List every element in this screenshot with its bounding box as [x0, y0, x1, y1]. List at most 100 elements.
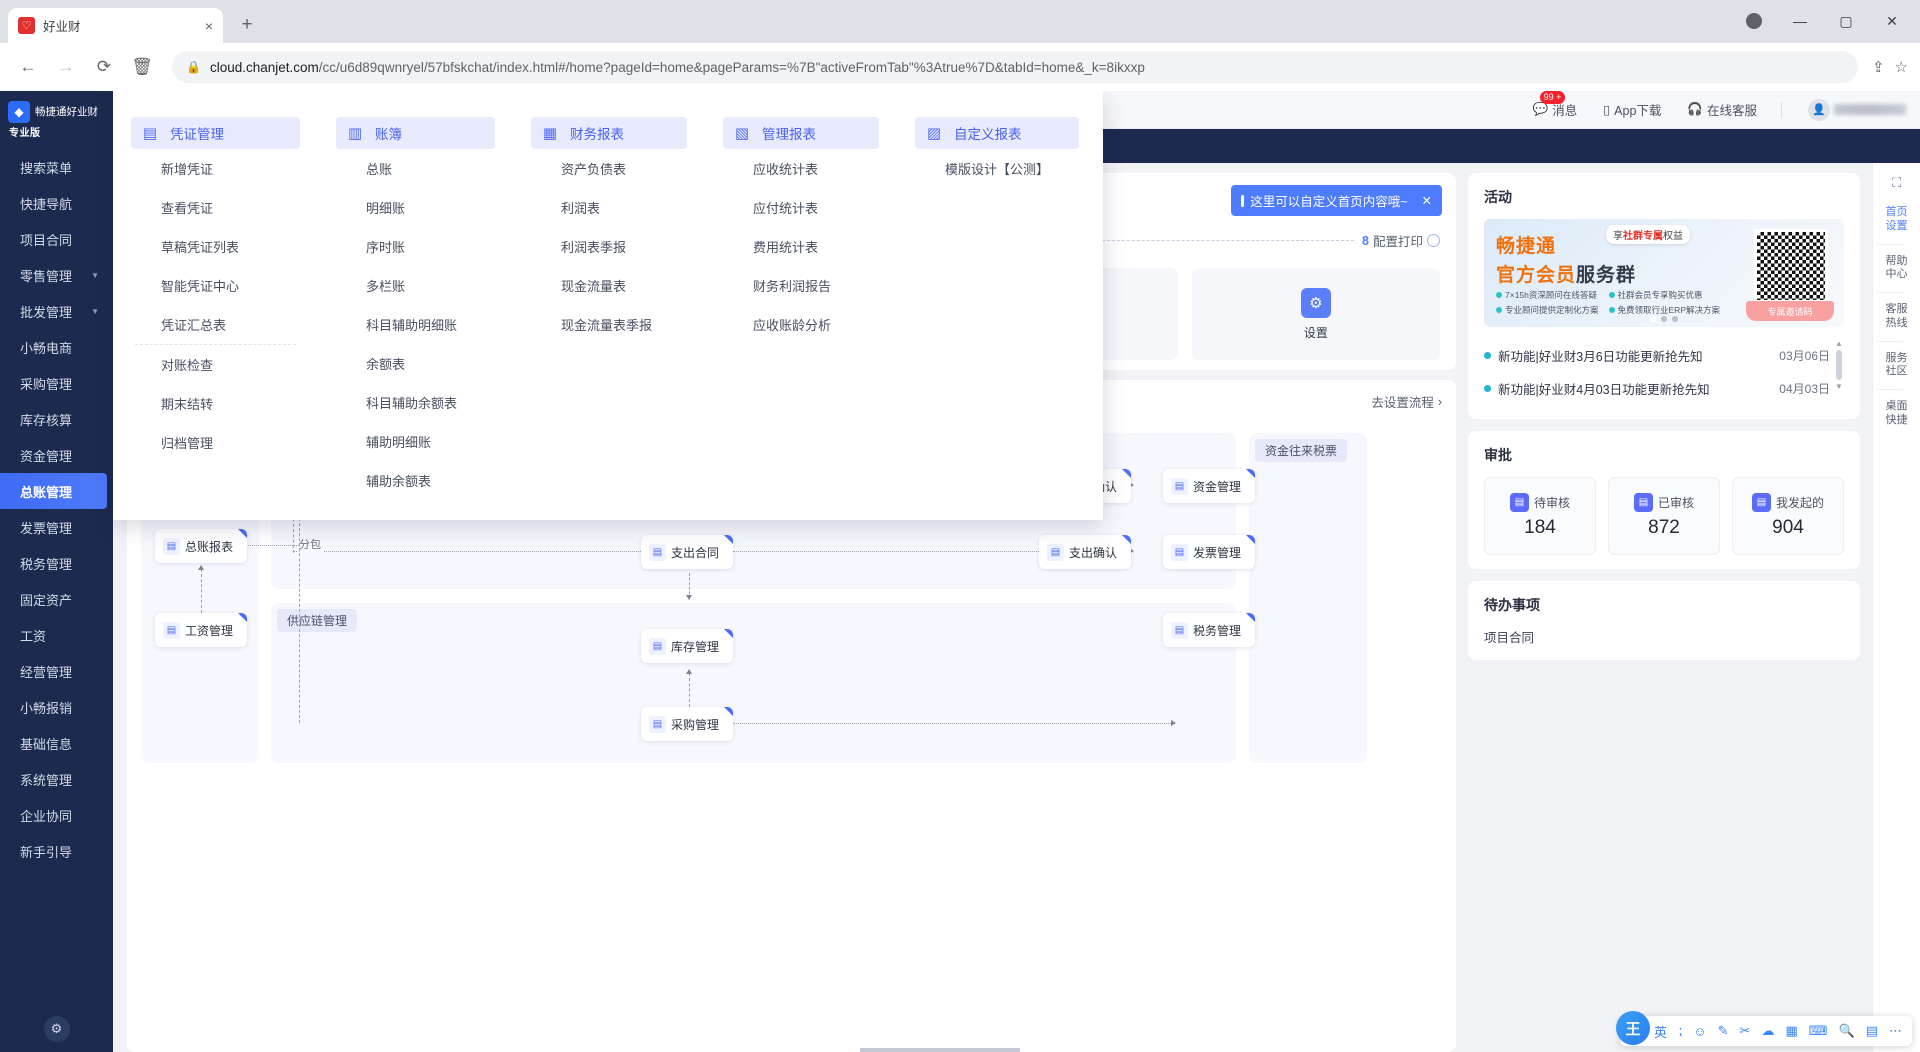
sidebar-item-7[interactable]: 库存核算: [0, 401, 113, 437]
approval-stat-待审核[interactable]: ▤ 待审核 184: [1484, 477, 1596, 555]
ime-item-10[interactable]: ⋯: [1889, 1023, 1902, 1038]
flow-node[interactable]: ▤ 税务管理: [1163, 613, 1255, 647]
sidebar-item-4[interactable]: 批发管理 ▼: [0, 293, 113, 329]
sidebar-item-8[interactable]: 资金管理: [0, 437, 113, 473]
mega-column-header[interactable]: ▧ 管理报表: [723, 117, 879, 149]
carousel-dot[interactable]: [1650, 316, 1656, 322]
promo-close-icon[interactable]: ✕: [1421, 194, 1432, 208]
sidebar-item-0[interactable]: 搜索菜单: [0, 149, 113, 185]
mega-menu-item[interactable]: 利润表: [561, 201, 601, 216]
mega-menu-item[interactable]: 智能凭证中心: [161, 279, 240, 294]
window-close-icon[interactable]: ✕: [1886, 12, 1898, 29]
gear-icon[interactable]: ⚙: [43, 1016, 70, 1042]
mega-menu-item[interactable]: 应收统计表: [753, 162, 819, 177]
mega-menu-item[interactable]: 现金流量表: [561, 279, 627, 294]
chevron-down-icon[interactable]: ▼: [91, 270, 99, 280]
mega-menu-item[interactable]: 资产负债表: [561, 162, 627, 177]
todo-item[interactable]: 项目合同: [1484, 631, 1535, 645]
news-item[interactable]: 新功能|好业财3月6日功能更新抢先知 03月06日: [1484, 339, 1830, 372]
delete-icon[interactable]: 🗑: [131, 57, 153, 76]
sidebar-item-2[interactable]: 项目合同: [0, 221, 113, 257]
rail-item-4[interactable]: 桌面 快捷: [1877, 393, 1917, 435]
scroll-up-icon[interactable]: ▲: [1835, 339, 1843, 348]
carousel-dot[interactable]: [1661, 316, 1667, 322]
sidebar-item-1[interactable]: 快捷导航: [0, 185, 113, 221]
sidebar-item-5[interactable]: 小畅电商: [0, 329, 113, 365]
ime-item-3[interactable]: ✎: [1717, 1023, 1729, 1038]
news-scrollbar[interactable]: ▲ ▼: [1834, 339, 1844, 401]
mega-menu-item[interactable]: 明细账: [366, 201, 406, 216]
carousel-dots[interactable]: [1650, 316, 1678, 322]
mega-menu-item[interactable]: 辅助明细账: [366, 435, 432, 450]
mega-menu-item[interactable]: 费用统计表: [753, 240, 819, 255]
ime-item-1[interactable]: ⁏: [1677, 1023, 1683, 1038]
mega-menu-item[interactable]: 科目辅助明细账: [366, 318, 458, 333]
ime-logo-icon[interactable]: 王: [1615, 1011, 1650, 1045]
mega-menu-item[interactable]: 模版设计【公测】: [945, 162, 1050, 177]
mega-menu-item[interactable]: 余额表: [366, 357, 406, 372]
browser-tab[interactable]: ♡ 好业财 ×: [8, 8, 223, 43]
activity-banner[interactable]: 畅捷通 官方会员服务群 享社群专属权益 7×15h资深顾问在线答疑 社群会员专享购…: [1484, 219, 1844, 327]
flow-node[interactable]: ▤ 资金管理: [1163, 469, 1255, 503]
ime-item-0[interactable]: 英: [1653, 1024, 1667, 1040]
rail-item-0[interactable]: 首页 设置: [1877, 199, 1917, 241]
sidebar-item-15[interactable]: 小畅报销: [0, 689, 113, 725]
scroll-down-icon[interactable]: ▼: [1835, 382, 1843, 391]
mega-menu-item[interactable]: 总账: [366, 162, 393, 177]
address-bar[interactable]: 🔒 cloud.chanjet.com/cc/u6d89qwnryel/57bf…: [172, 51, 1858, 83]
mega-column-header[interactable]: ▥ 账簿: [336, 117, 495, 149]
flow-node[interactable]: ▤ 支出合同: [641, 535, 733, 569]
sidebar-item-12[interactable]: 固定资产: [0, 581, 113, 617]
carousel-dot[interactable]: [1672, 316, 1678, 322]
flow-node[interactable]: ▤ 库存管理: [641, 629, 733, 663]
online-service-button[interactable]: 🎧 在线客服: [1687, 100, 1757, 119]
close-icon[interactable]: ×: [204, 17, 213, 34]
new-tab-icon[interactable]: +: [241, 14, 253, 35]
sidebar-item-17[interactable]: 系统管理: [0, 761, 113, 797]
user-menu[interactable]: 👤: [1808, 98, 1906, 121]
ime-item-9[interactable]: ▤: [1865, 1023, 1878, 1038]
expand-icon[interactable]: ⛶: [1891, 175, 1902, 190]
rail-item-3[interactable]: 服务 社区: [1877, 345, 1917, 387]
ime-item-8[interactable]: 🔍: [1838, 1023, 1855, 1038]
flow-node[interactable]: ▤ 发票管理: [1163, 535, 1255, 569]
sidebar-item-16[interactable]: 基础信息: [0, 725, 113, 761]
mega-menu-item[interactable]: 期末结转: [161, 397, 214, 412]
mega-menu-item[interactable]: 凭证汇总表: [161, 318, 227, 333]
chevron-down-icon[interactable]: ▼: [91, 306, 99, 316]
sidebar-item-10[interactable]: 发票管理: [0, 509, 113, 545]
sidebar-item-19[interactable]: 新手引导: [0, 833, 113, 869]
ime-toolbar[interactable]: 王 英 ⁏ ☺ ✎ ✂ ☁ ▦ ⌨ 🔍 ▤ ⋯: [1615, 1011, 1912, 1046]
messages-button[interactable]: 💬 消息 99 +: [1533, 91, 1577, 119]
shortcut-card-4[interactable]: ⚙ 设置: [1191, 268, 1441, 360]
sidebar-item-9[interactable]: 总账管理: [0, 473, 107, 509]
mega-menu-item[interactable]: 对账检查: [161, 358, 214, 373]
reload-icon[interactable]: ⟳: [96, 57, 112, 76]
rail-item-1[interactable]: 帮助 中心: [1877, 248, 1917, 290]
back-icon[interactable]: ←: [19, 57, 37, 76]
approval-stat-已审核[interactable]: ▤ 已审核 872: [1608, 477, 1720, 555]
maximize-icon[interactable]: ▢: [1839, 12, 1853, 29]
mega-menu-item[interactable]: 多栏账: [366, 279, 406, 294]
mega-menu-item[interactable]: 利润表季报: [561, 240, 627, 255]
star-icon[interactable]: ☆: [1894, 59, 1908, 76]
ime-item-2[interactable]: ☺: [1693, 1023, 1707, 1039]
mega-menu-item[interactable]: 应付统计表: [753, 201, 819, 216]
ime-item-6[interactable]: ▦: [1785, 1023, 1798, 1038]
ime-item-5[interactable]: ☁: [1761, 1023, 1775, 1038]
mega-menu-item[interactable]: 归档管理: [161, 436, 214, 451]
sidebar-item-3[interactable]: 零售管理 ▼: [0, 257, 113, 293]
mega-menu-item[interactable]: 财务利润报告: [753, 279, 832, 294]
flow-node[interactable]: ▤ 采购管理: [641, 707, 733, 741]
share-icon[interactable]: ⇪: [1871, 59, 1885, 76]
news-item[interactable]: 新功能|好业财4月03日功能更新抢先知 04月03日: [1484, 372, 1830, 405]
mega-menu-item[interactable]: 新增凭证: [161, 162, 214, 177]
flow-node[interactable]: ▤ 总账报表: [155, 529, 247, 563]
mega-menu-item[interactable]: 辅助余额表: [366, 474, 432, 489]
step-8[interactable]: 8 配置打印: [1362, 231, 1440, 250]
promo-banner[interactable]: 这里可以自定义首页内容哦~ ✕: [1231, 185, 1442, 216]
mega-column-header[interactable]: ▦ 财务报表: [531, 117, 687, 149]
goto-flow-settings-link[interactable]: 去设置流程 ›: [1371, 392, 1442, 411]
approval-stat-我发起的[interactable]: ▤ 我发起的 904: [1732, 477, 1844, 555]
rail-item-2[interactable]: 客服 热线: [1877, 296, 1917, 338]
